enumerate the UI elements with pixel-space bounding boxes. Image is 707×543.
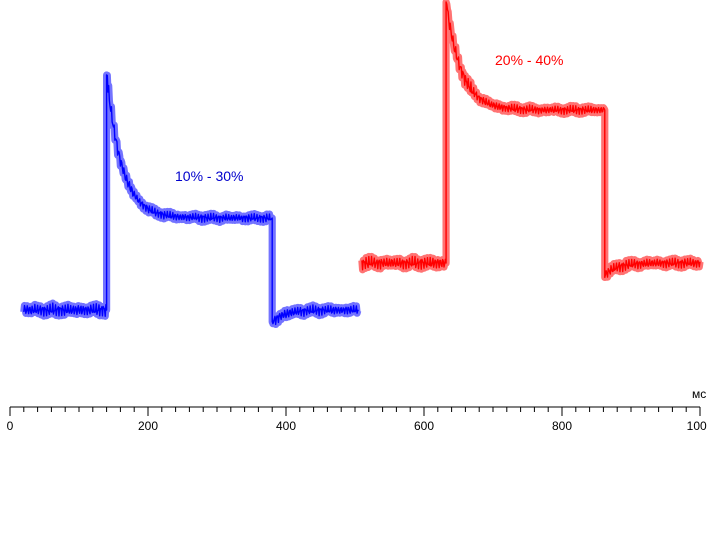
xaxis-tick-label: 200	[138, 419, 158, 433]
xaxis-tick-label: 0	[7, 419, 14, 433]
series-label-blue: 10% - 30%	[175, 168, 243, 184]
xaxis-tick-label: 600	[414, 419, 434, 433]
xaxis-tick-label: 800	[552, 419, 572, 433]
xaxis-tick-label: 400	[276, 419, 296, 433]
xaxis-tick-label: 1000	[687, 419, 707, 433]
step-response-chart	[0, 0, 707, 543]
series-label-red: 20% - 40%	[495, 52, 563, 68]
xaxis-unit-label: мс	[692, 387, 706, 401]
